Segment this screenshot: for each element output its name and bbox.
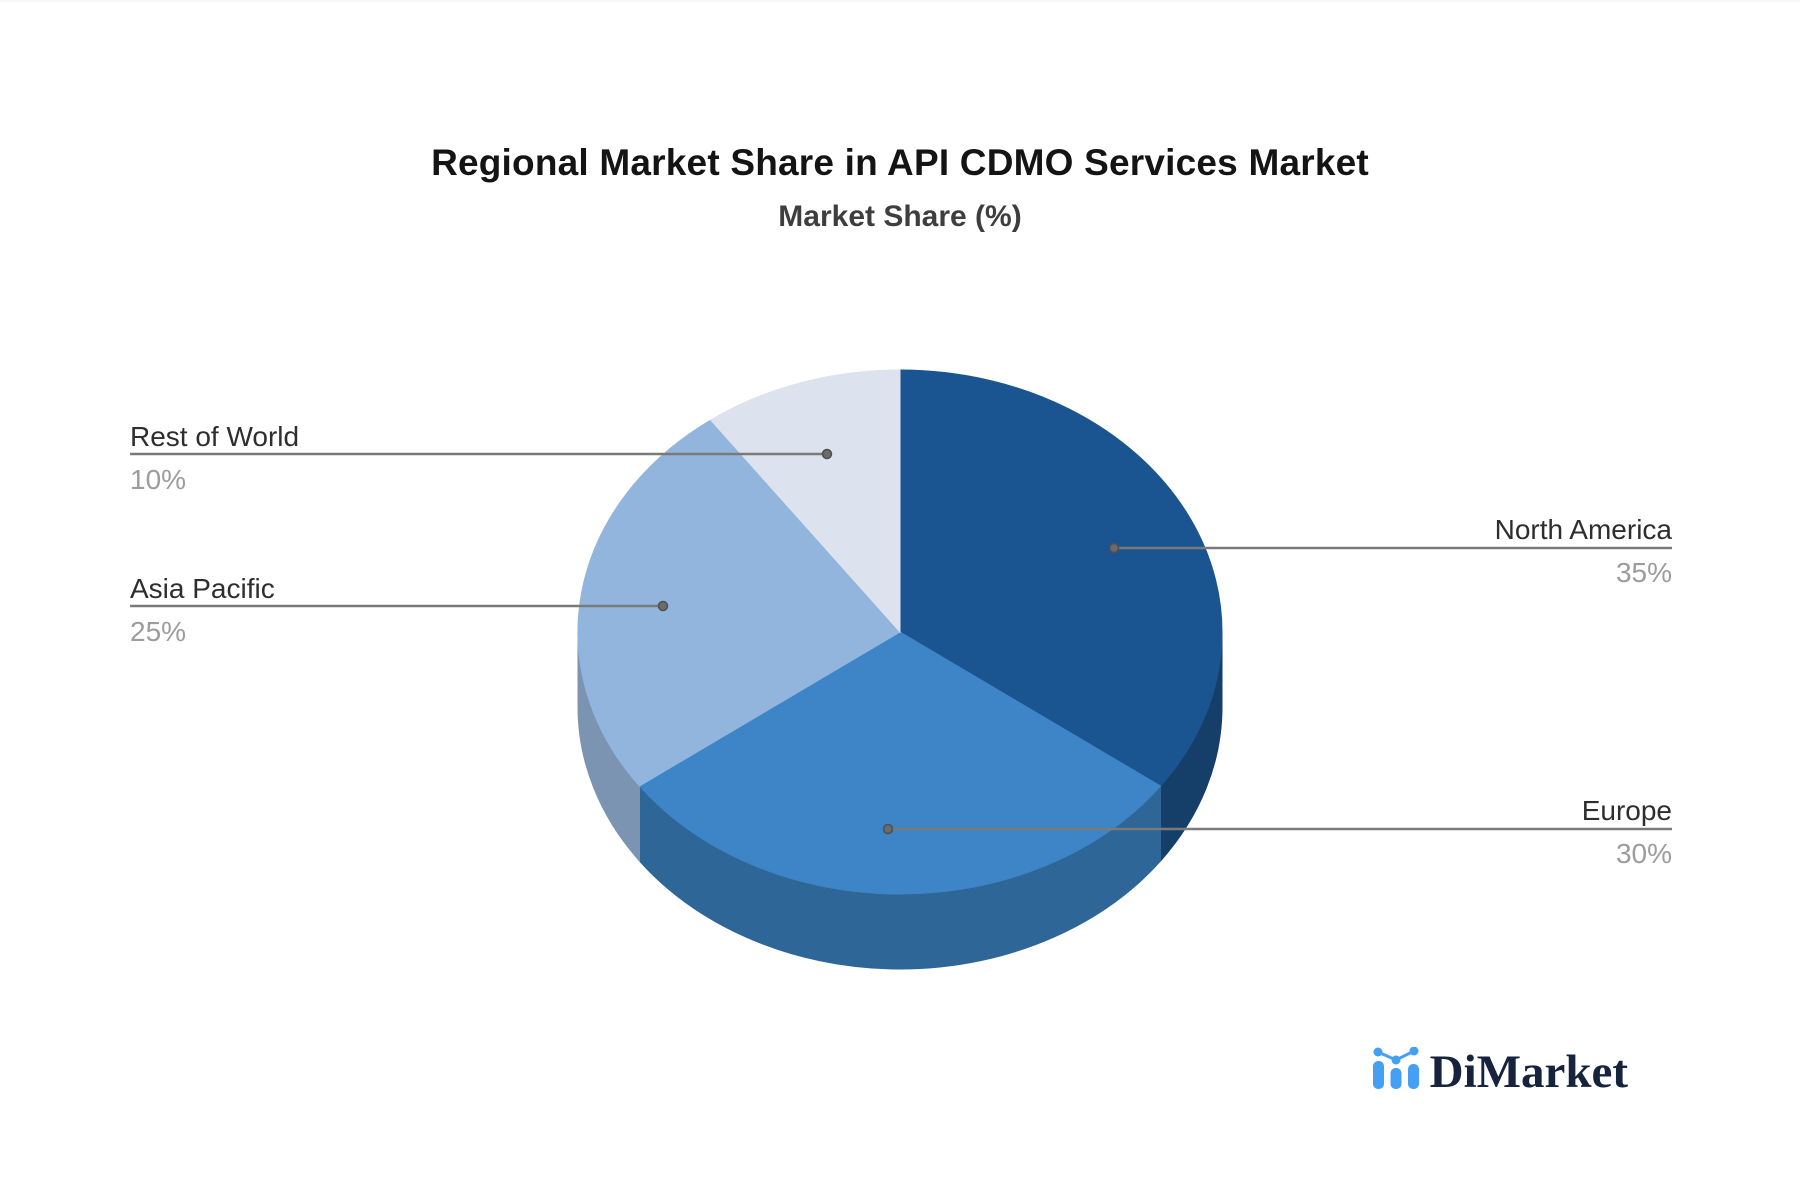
chart-title: Regional Market Share in API CDMO Servic… [431, 142, 1369, 183]
callout-label: North America [1494, 514, 1672, 545]
bar-line-chart-icon-part [1407, 1064, 1419, 1089]
leader-dot-north-america [1108, 542, 1120, 554]
bar-line-chart-icon-part [1390, 1068, 1402, 1089]
callout-north-america: North America 35% [1495, 513, 1672, 590]
bar-line-chart-icon-part [1391, 1055, 1401, 1065]
callout-label: Asia Pacific [130, 573, 275, 604]
chart-subtitle: Market Share (%) [778, 200, 1022, 233]
callout-label: Europe [1581, 795, 1672, 826]
brand-logo: DiMarket [1372, 1047, 1628, 1096]
leader-dot-asia-pacific [657, 600, 669, 612]
pie-slice-rest-of-world [709, 369, 901, 634]
bar-line-chart-icon-part [1373, 1047, 1383, 1057]
callout-rest-of-world: Rest of World 10% [130, 420, 299, 497]
callout-value: 25% [130, 616, 187, 647]
callout-asia-pacific: Asia Pacific 25% [130, 572, 275, 649]
callout-label: Rest of World [130, 421, 300, 452]
callout-europe: Europe 30% [1582, 794, 1672, 871]
leader-dot-rest-of-world [821, 448, 833, 460]
brand-name: DiMarket [1429, 1046, 1628, 1098]
bar-line-chart-icon-part [1409, 1047, 1419, 1056]
callout-value: 10% [130, 464, 187, 495]
pie-slice-north-america [899, 369, 1223, 787]
bar-line-chart-icon [1372, 1047, 1419, 1089]
callout-value: 30% [1615, 838, 1672, 869]
leader-dot-europe [882, 823, 894, 835]
callout-value: 35% [1615, 557, 1672, 588]
bar-line-chart-icon-part [1372, 1061, 1384, 1089]
